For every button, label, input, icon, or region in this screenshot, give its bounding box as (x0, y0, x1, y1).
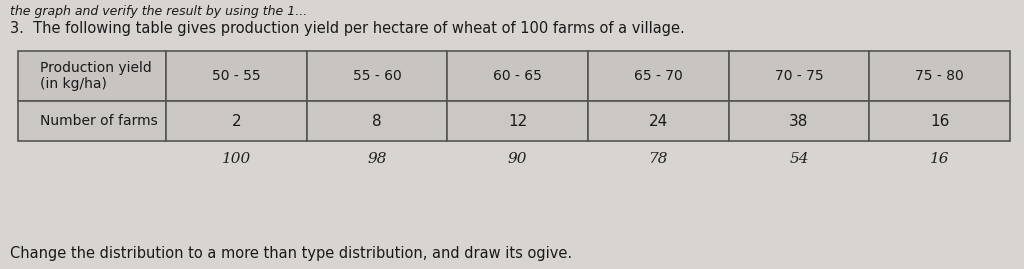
Text: 2: 2 (231, 114, 241, 129)
Bar (447, 51, 588, 101)
Text: 50 - 55: 50 - 55 (212, 69, 261, 83)
Text: 12: 12 (508, 114, 527, 129)
Bar (869, 101, 1010, 141)
Text: 8: 8 (372, 114, 382, 129)
Text: 98: 98 (368, 152, 387, 166)
Text: Change the distribution to a more than type distribution, and draw its ogive.: Change the distribution to a more than t… (10, 246, 572, 261)
Text: 24: 24 (649, 114, 668, 129)
Bar (729, 51, 869, 101)
Text: the graph and verify the result by using the 1...: the graph and verify the result by using… (10, 5, 307, 17)
Bar (306, 101, 447, 141)
Bar (166, 51, 306, 101)
Bar (588, 101, 729, 141)
Text: 75 - 80: 75 - 80 (915, 69, 964, 83)
Bar (306, 51, 447, 101)
Text: 38: 38 (790, 114, 809, 129)
Text: 60 - 65: 60 - 65 (494, 69, 542, 83)
Bar (869, 51, 1010, 101)
Text: 100: 100 (222, 152, 251, 166)
Text: 78: 78 (648, 152, 668, 166)
Text: 16: 16 (930, 152, 949, 166)
Text: 16: 16 (930, 114, 949, 129)
Bar (588, 51, 729, 101)
Text: 3.  The following table gives production yield per hectare of wheat of 100 farms: 3. The following table gives production … (10, 22, 685, 37)
Bar (729, 101, 869, 141)
Text: 65 - 70: 65 - 70 (634, 69, 683, 83)
Bar (166, 101, 306, 141)
Text: 55 - 60: 55 - 60 (352, 69, 401, 83)
Bar (18, 51, 166, 101)
Text: 70 - 75: 70 - 75 (775, 69, 823, 83)
Text: Production yield
(in kg/ha): Production yield (in kg/ha) (40, 61, 152, 91)
Text: 54: 54 (790, 152, 809, 166)
Bar (18, 101, 166, 141)
Text: 90: 90 (508, 152, 527, 166)
Bar (447, 101, 588, 141)
Text: Number of farms: Number of farms (40, 114, 158, 128)
